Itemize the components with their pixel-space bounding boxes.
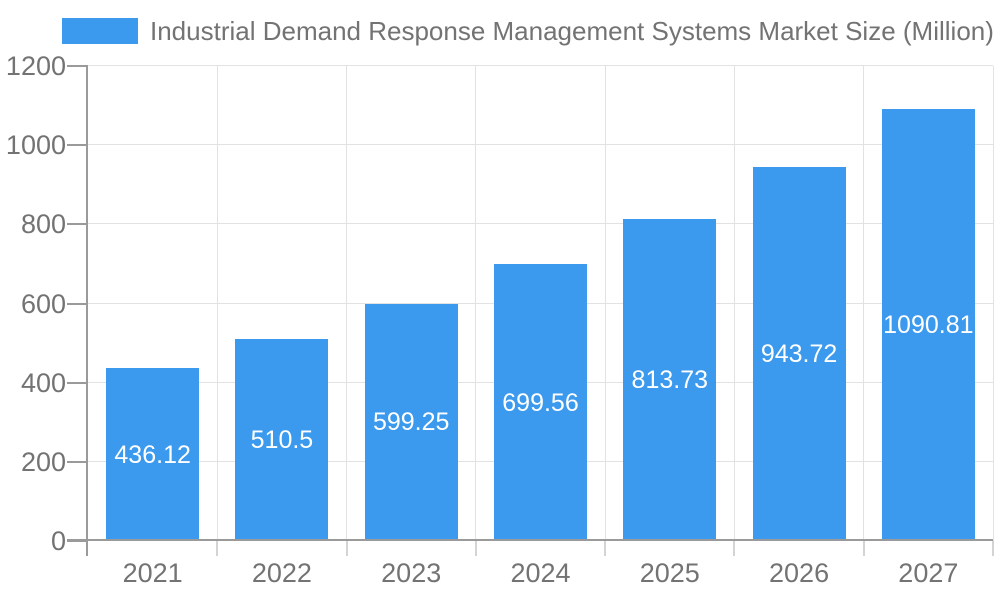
x-gridline <box>992 66 994 541</box>
y-gridline <box>88 144 993 146</box>
bar-value-label: 599.25 <box>372 408 450 437</box>
y-axis-tick-label: 800 <box>20 209 66 240</box>
x-gridline <box>733 66 735 541</box>
x-axis-tick-label: 2021 <box>122 558 183 588</box>
y-axis-tick-label: 200 <box>20 446 66 477</box>
y-gridline <box>88 65 993 66</box>
y-axis-tick-label: 400 <box>20 367 66 398</box>
bar[interactable] <box>494 264 587 541</box>
bar[interactable] <box>752 167 846 541</box>
x-axis-tick-label: 2027 <box>898 558 959 588</box>
bar-value-label: 943.72 <box>760 340 838 369</box>
y-axis-line <box>86 66 88 556</box>
y-axis-tick <box>67 144 88 147</box>
y-axis-tick-label: 1200 <box>5 51 66 81</box>
x-gridline <box>604 66 606 541</box>
y-gridline <box>88 223 993 225</box>
x-axis-tick <box>992 541 994 556</box>
bar[interactable] <box>881 109 975 541</box>
bar-value-label: 1090.81 <box>883 311 974 340</box>
x-axis-tick <box>862 541 865 556</box>
bar-value-label: 436.12 <box>114 440 191 469</box>
y-axis-tick-label: 0 <box>50 526 66 556</box>
bar[interactable] <box>235 338 329 541</box>
x-axis-tick-label: 2026 <box>769 558 830 588</box>
x-axis-tick <box>474 541 477 556</box>
bar[interactable] <box>106 368 200 541</box>
x-axis-line <box>67 539 993 541</box>
x-gridline <box>863 66 865 541</box>
x-axis-tick-label: 2025 <box>639 558 700 588</box>
x-axis-tick <box>216 541 219 556</box>
y-axis-tick <box>67 381 88 384</box>
bar-value-label: 699.56 <box>502 388 579 417</box>
x-axis-tick <box>604 541 607 556</box>
bar-value-label: 813.73 <box>631 365 709 394</box>
x-axis-tick-label: 2024 <box>510 558 571 588</box>
y-axis-tick <box>67 65 88 67</box>
legend-item[interactable]: Industrial Demand Response Management Sy… <box>62 15 994 47</box>
y-axis-tick-label: 600 <box>20 288 66 319</box>
y-axis-tick <box>67 223 88 226</box>
x-gridline <box>475 66 477 541</box>
x-gridline <box>216 66 218 541</box>
y-axis-tick <box>67 460 88 463</box>
y-axis-tick <box>67 302 88 305</box>
x-axis-tick-label: 2022 <box>251 558 312 588</box>
x-gridline <box>346 66 348 541</box>
legend-swatch-icon <box>62 18 138 44</box>
x-axis-tick <box>733 541 736 556</box>
y-axis-tick <box>67 540 88 542</box>
legend-label: Industrial Demand Response Management Sy… <box>150 15 994 46</box>
bar[interactable] <box>623 218 717 541</box>
x-axis-tick <box>345 541 348 556</box>
bar[interactable] <box>364 303 458 541</box>
x-axis-tick-label: 2023 <box>381 558 442 588</box>
bar-value-label: 510.5 <box>250 425 314 454</box>
y-axis-tick-label: 1000 <box>5 130 66 161</box>
